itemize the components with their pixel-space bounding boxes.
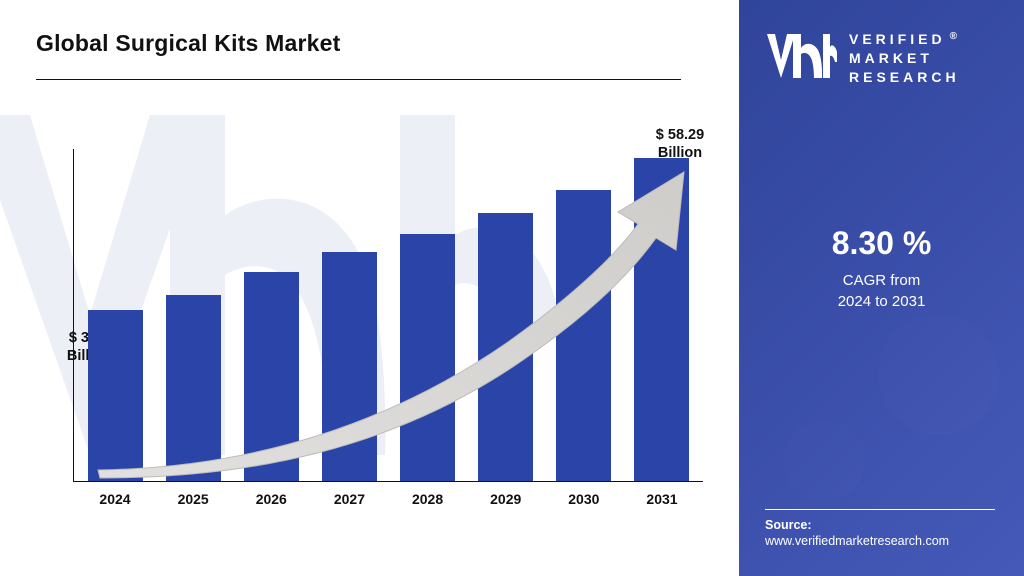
brand-logo: VERIFIED ® MARKET RESEARCH bbox=[765, 30, 998, 87]
x-axis-label: 2030 bbox=[544, 491, 624, 507]
cagr-label-line2: 2024 to 2031 bbox=[838, 293, 926, 310]
bar-slot: 2024 bbox=[79, 149, 151, 481]
brand-line1: VERIFIED bbox=[849, 31, 946, 47]
bar bbox=[322, 252, 377, 481]
bar-slot: 2026 bbox=[235, 149, 307, 481]
brand-line3: RESEARCH bbox=[849, 68, 960, 87]
bar-slot: 2029 bbox=[470, 149, 542, 481]
x-axis-label: 2028 bbox=[388, 491, 468, 507]
cagr-value: 8.30 % bbox=[765, 225, 998, 262]
cagr-label-line1: CAGR from bbox=[843, 272, 921, 289]
bar bbox=[478, 213, 533, 481]
x-axis-label: 2025 bbox=[153, 491, 233, 507]
source-divider bbox=[765, 509, 995, 510]
bar bbox=[556, 190, 611, 481]
x-axis-label: 2029 bbox=[466, 491, 546, 507]
info-panel: VERIFIED ® MARKET RESEARCH 8.30 % CAGR fr… bbox=[739, 0, 1024, 576]
cagr-label: CAGR from 2024 to 2031 bbox=[765, 270, 998, 314]
x-axis-label: 2026 bbox=[231, 491, 311, 507]
bar-slot: 2028 bbox=[392, 149, 464, 481]
x-axis-label: 2024 bbox=[75, 491, 155, 507]
registered-mark: ® bbox=[950, 31, 957, 42]
bar-chart: $ 30.8 Billion $ 58.29 Billion 202420252… bbox=[38, 94, 703, 524]
brand-mark-icon bbox=[765, 30, 837, 86]
bar bbox=[166, 295, 221, 481]
bar bbox=[634, 158, 689, 482]
bar bbox=[400, 234, 455, 481]
source-url: www.verifiedmarketresearch.com bbox=[765, 534, 998, 548]
source-label: Source: bbox=[765, 518, 998, 532]
bar-slot: 2025 bbox=[157, 149, 229, 481]
brand-text: VERIFIED ® MARKET RESEARCH bbox=[849, 30, 960, 87]
callout-last-line1: $ 58.29 bbox=[656, 127, 704, 143]
bar bbox=[88, 310, 143, 481]
brand-line2: MARKET bbox=[849, 49, 960, 68]
page-title: Global Surgical Kits Market bbox=[36, 30, 703, 57]
bar bbox=[244, 272, 299, 481]
bar-slot: 2027 bbox=[313, 149, 385, 481]
x-axis-label: 2027 bbox=[309, 491, 389, 507]
bar-slot: 2030 bbox=[548, 149, 620, 481]
source-block: Source: www.verifiedmarketresearch.com bbox=[765, 509, 998, 548]
x-axis-label: 2031 bbox=[622, 491, 702, 507]
bars-container: 20242025202620272028202920302031 bbox=[73, 149, 703, 482]
cagr-block: 8.30 % CAGR from 2024 to 2031 bbox=[765, 225, 998, 314]
bar-slot: 2031 bbox=[626, 149, 698, 481]
chart-panel: Global Surgical Kits Market $ 30.8 Billi… bbox=[0, 0, 739, 576]
title-divider bbox=[36, 79, 681, 80]
